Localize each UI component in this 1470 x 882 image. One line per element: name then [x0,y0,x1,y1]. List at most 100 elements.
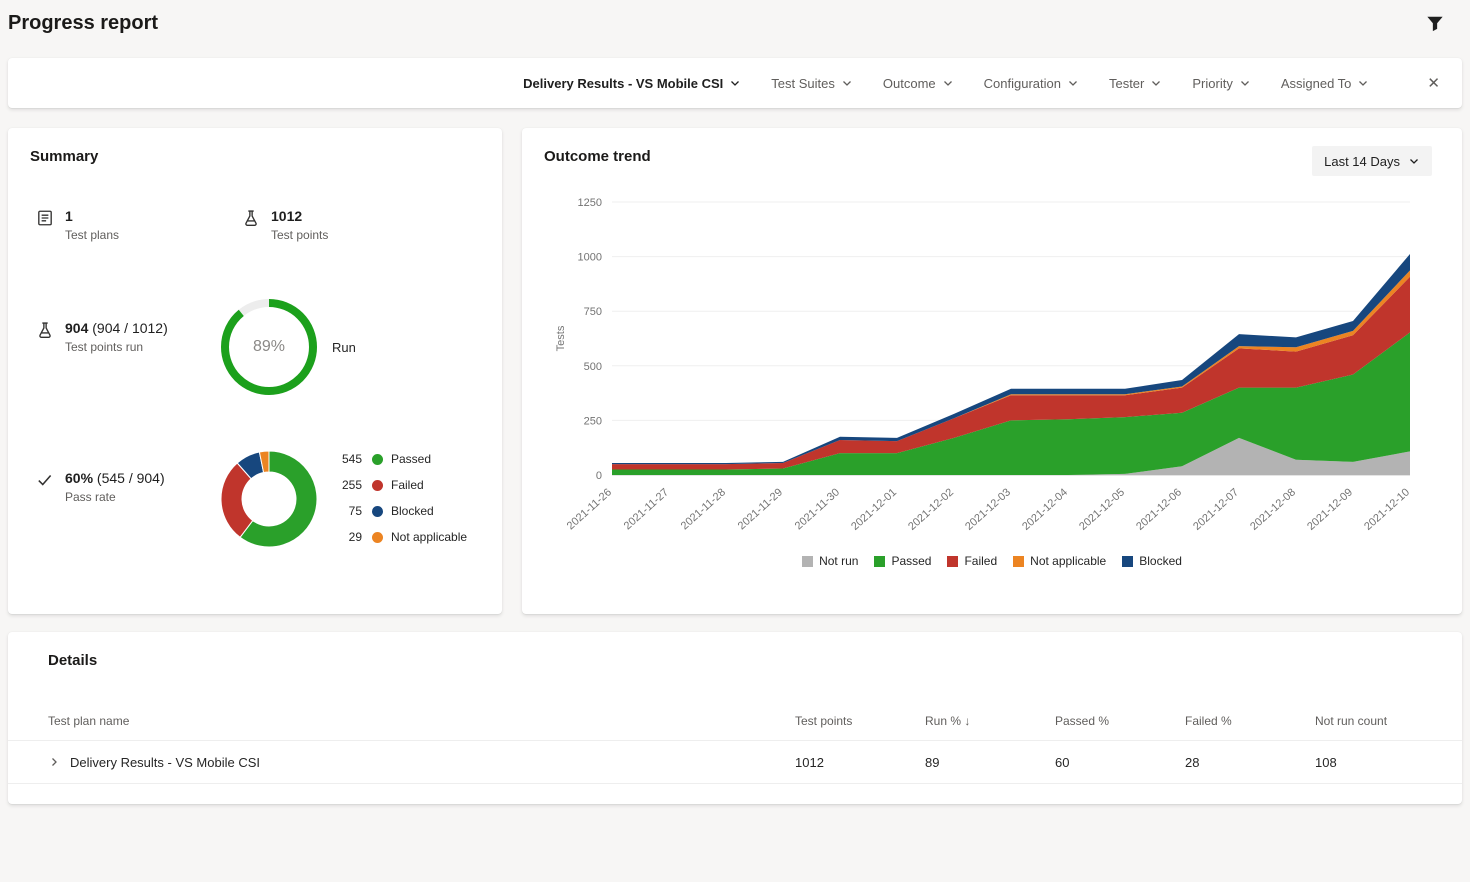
chevron-down-icon [731,81,740,86]
outcome-donut-chart [216,446,322,552]
svg-text:750: 750 [584,306,602,318]
svg-text:2021-12-10: 2021-12-10 [1362,486,1412,533]
filter-group: Delivery Results - VS Mobile CSI Test Su… [523,76,1440,91]
row-cell-4: 108 [1315,754,1337,770]
svg-text:1250: 1250 [578,197,602,209]
svg-text:2021-12-06: 2021-12-06 [1134,486,1184,533]
svg-text:2021-12-03: 2021-12-03 [963,486,1013,533]
svg-text:2021-12-09: 2021-12-09 [1305,486,1355,533]
svg-text:2021-12-07: 2021-12-07 [1191,486,1241,533]
chevron-down-icon [943,81,952,86]
row-cell-3: 28 [1185,754,1200,770]
svg-text:1000: 1000 [578,252,602,264]
svg-text:500: 500 [584,361,602,373]
filter-dropdowns: Test Suites Outcome Configuration Tester Pri… [771,76,1369,91]
svg-text:2021-11-27: 2021-11-27 [622,486,671,532]
row-cell-2: 60 [1055,754,1070,770]
svg-text:0: 0 [596,470,602,482]
row-cell-1: 89 [925,754,940,770]
svg-text:2021-11-26: 2021-11-26 [565,486,614,532]
chevron-down-icon [842,81,851,86]
table-row[interactable]: Delivery Results - VS Mobile CSI 1012 89 60… [8,740,1462,784]
outcome-legend: 545 Passed 255 Failed 75 Blocked 29 Not applica… [332,450,467,546]
pass-rate-label: Pass rate [65,490,116,504]
svg-text:250: 250 [584,415,602,427]
filter-dropdown-test-suites[interactable]: Test Suites [771,76,853,91]
svg-text:2021-11-29: 2021-11-29 [736,486,785,532]
date-range-dropdown[interactable]: Last 14 Days [1312,146,1432,176]
filter-close-icon[interactable]: ✕ [1427,74,1440,92]
stat-pass-rate: 60% (545 / 904) Pass rate [36,470,165,504]
test-plans-label: Test plans [65,228,120,242]
svg-text:2021-12-05: 2021-12-05 [1077,486,1127,533]
column-header-not-run-count[interactable]: Not run count [1315,714,1388,728]
test-plan-icon [36,209,54,227]
trend-legend-not-applicable: Not applicable [1013,554,1106,568]
chevron-down-icon [1410,159,1418,164]
summary-title: Summary [30,148,99,165]
column-header-test-plan-name[interactable]: Test plan name [48,714,130,728]
legend-item-failed: 255 Failed [341,478,424,492]
column-header-passed[interactable]: Passed % [1055,714,1110,728]
svg-text:2021-12-01: 2021-12-01 [849,486,899,533]
legend-item-passed: 545 Passed [341,452,432,466]
svg-text:2021-11-30: 2021-11-30 [793,486,842,532]
trend-legend-blocked: Blocked [1122,554,1182,568]
test-points-run-value: 904 (904 / 1012) [65,320,168,336]
test-points-label: Test points [271,228,329,242]
stat-test-plans: 1 Test plans [36,208,119,242]
trend-legend-passed: Passed [874,554,931,568]
trend-legend-failed: Failed [947,554,997,568]
trend-legend-not-run: Not run [802,554,858,568]
checkmark-icon [36,471,54,489]
chevron-down-icon [1359,81,1368,86]
test-points-value: 1012 [271,208,303,224]
details-title: Details [48,652,98,669]
chevron-down-icon [1240,81,1249,86]
filter-bar: Delivery Results - VS Mobile CSI Test Su… [8,58,1462,108]
run-ring-label: Run [332,340,356,355]
details-table-header: Test plan name Test points Run % ↓ Passed %… [8,706,1462,736]
top-header: Progress report [0,0,1470,48]
date-range-label: Last 14 Days [1324,153,1400,169]
svg-text:Tests: Tests [555,325,567,351]
beaker-icon [242,209,260,227]
chevron-down-icon [1152,81,1161,86]
test-plan-name: Delivery Results - VS Mobile CSI [48,755,795,770]
svg-text:2021-12-04: 2021-12-04 [1020,486,1070,533]
filter-icon[interactable] [1424,14,1446,36]
test-plans-value: 1 [65,208,73,224]
column-header-failed[interactable]: Failed % [1185,714,1232,728]
summary-card: Summary 1 Test plans 1012 Test points [8,128,502,614]
filter-dropdown-tester[interactable]: Tester [1109,76,1162,91]
details-card: Details Test plan name Test points Run % ↓… [8,632,1462,804]
svg-text:2021-12-02: 2021-12-02 [906,486,956,533]
filter-test-plan-dropdown[interactable]: Delivery Results - VS Mobile CSI [523,76,741,91]
filter-dropdown-configuration[interactable]: Configuration [984,76,1079,91]
filter-dropdown-assigned-to[interactable]: Assigned To [1281,76,1370,91]
trend-legend: Not run Passed Failed Not applicable Blocked [522,554,1462,568]
row-cell-0: 1012 [795,754,824,770]
filter-dropdown-outcome[interactable]: Outcome [883,76,954,91]
outcome-trend-card: Outcome trend Last 14 Days 0 250 500 750 100… [522,128,1462,614]
chevron-down-icon [1069,81,1077,86]
svg-text:2021-11-28: 2021-11-28 [679,486,728,532]
run-percent: 89% [252,338,286,355]
test-points-run-label: Test points run [65,340,144,354]
beaker-icon [36,321,54,339]
chevron-right-icon[interactable] [48,756,60,768]
svg-text:2021-12-08: 2021-12-08 [1248,486,1298,533]
filter-dropdown-priority[interactable]: Priority [1192,76,1250,91]
page-title: Progress report [8,12,159,34]
run-ring-chart: 89% [216,294,322,400]
legend-item-not-applicable: 29 Not applicable [348,530,468,544]
column-header-test-points[interactable]: Test points [795,714,853,728]
column-header-run[interactable]: Run % ↓ [925,714,971,728]
legend-item-blocked: 75 Blocked [348,504,434,518]
pass-rate-value: 60% (545 / 904) [65,470,165,486]
stat-test-points: 1012 Test points [242,208,328,242]
outcome-trend-title: Outcome trend [544,148,651,165]
stat-test-points-run: 904 (904 / 1012) Test points run [36,320,168,354]
